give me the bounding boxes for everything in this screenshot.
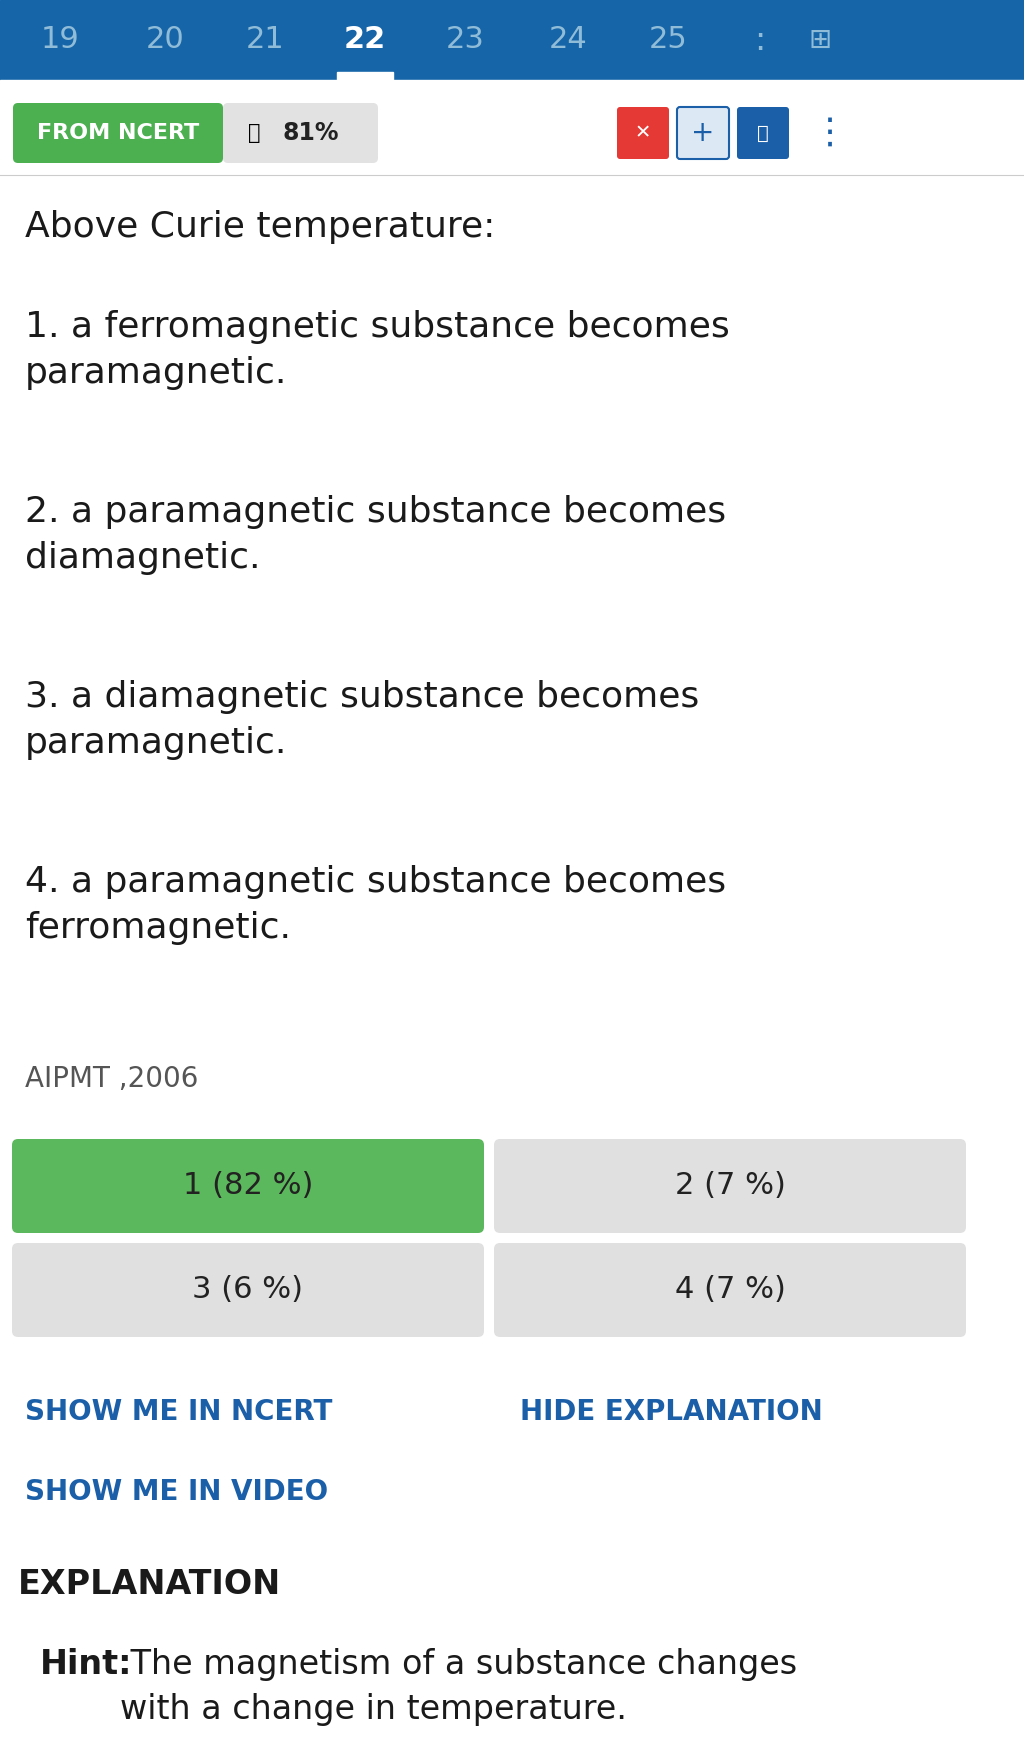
Bar [0, 101, 1024, 169]
Bar [0, 0, 1024, 79]
Text: ✕: ✕ [635, 123, 651, 143]
Text: 3. a diamagnetic substance becomes
paramagnetic.: 3. a diamagnetic substance becomes param… [25, 679, 699, 760]
Text: 81%: 81% [283, 122, 340, 145]
Bar [337, 72, 393, 79]
FancyBboxPatch shape [494, 1244, 966, 1337]
Text: 1 (82 %): 1 (82 %) [183, 1171, 313, 1201]
Text: ⋮: ⋮ [812, 116, 848, 150]
Text: 4. a paramagnetic substance becomes
ferromagnetic.: 4. a paramagnetic substance becomes ferr… [25, 864, 726, 946]
Text: 22: 22 [344, 25, 386, 55]
Text: 20: 20 [145, 25, 184, 55]
Text: 🔖: 🔖 [757, 123, 769, 143]
Text: HIDE EXPLANATION: HIDE EXPLANATION [520, 1399, 822, 1425]
FancyBboxPatch shape [737, 108, 790, 159]
FancyBboxPatch shape [13, 102, 223, 162]
Text: 19: 19 [41, 25, 80, 55]
Text: SHOW ME IN VIDEO: SHOW ME IN VIDEO [25, 1478, 328, 1506]
Text: :: : [755, 23, 766, 56]
Text: 2 (7 %): 2 (7 %) [675, 1171, 785, 1201]
FancyBboxPatch shape [12, 1140, 484, 1233]
Text: 👍: 👍 [248, 123, 260, 143]
Text: 24: 24 [549, 25, 588, 55]
Text: 25: 25 [648, 25, 687, 55]
FancyBboxPatch shape [494, 1140, 966, 1233]
Text: ⊞: ⊞ [808, 26, 831, 55]
Bar [0, 79, 1024, 101]
Text: EXPLANATION: EXPLANATION [18, 1568, 282, 1602]
Text: Above Curie temperature:: Above Curie temperature: [25, 210, 496, 243]
Text: 3 (6 %): 3 (6 %) [193, 1275, 303, 1305]
Text: 1. a ferromagnetic substance becomes
paramagnetic.: 1. a ferromagnetic substance becomes par… [25, 310, 730, 390]
Text: The magnetism of a substance changes
with a change in temperature.: The magnetism of a substance changes wit… [120, 1648, 797, 1725]
Text: Hint:: Hint: [40, 1648, 132, 1681]
FancyBboxPatch shape [12, 1244, 484, 1337]
FancyBboxPatch shape [223, 102, 378, 162]
Text: SHOW ME IN NCERT: SHOW ME IN NCERT [25, 1399, 333, 1425]
Text: 4 (7 %): 4 (7 %) [675, 1275, 785, 1305]
FancyBboxPatch shape [677, 108, 729, 159]
Text: 23: 23 [445, 25, 484, 55]
Text: 2. a paramagnetic substance becomes
diamagnetic.: 2. a paramagnetic substance becomes diam… [25, 496, 726, 575]
Text: AIPMT ,2006: AIPMT ,2006 [25, 1065, 199, 1094]
Text: +: + [691, 118, 715, 146]
FancyBboxPatch shape [617, 108, 669, 159]
Text: 21: 21 [246, 25, 285, 55]
Text: FROM NCERT: FROM NCERT [37, 123, 199, 143]
